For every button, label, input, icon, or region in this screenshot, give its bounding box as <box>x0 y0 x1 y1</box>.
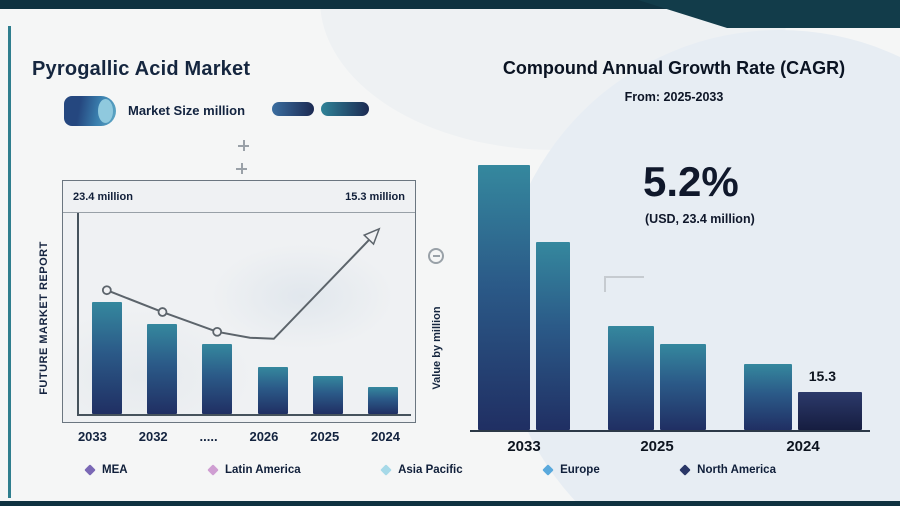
left-x-label: 2024 <box>371 429 400 444</box>
trend-line-overlay <box>101 227 381 340</box>
top-border-bar <box>0 0 900 9</box>
legend-item-europe: Europe <box>542 464 600 476</box>
plus-icon <box>238 140 249 151</box>
decor-pill-navy <box>272 102 314 116</box>
right-x-label: 2033 <box>507 438 541 455</box>
legend-item-asia-pacific: Asia Pacific <box>380 464 463 476</box>
legend-diamond-icon <box>207 464 219 476</box>
market-size-bar-2026 <box>257 367 288 414</box>
decor-pill-teal <box>321 102 369 116</box>
legend-diamond-icon <box>679 464 691 476</box>
left-border-rule <box>8 26 11 498</box>
circle-dash-icon <box>428 248 444 264</box>
cagr-bar-2024-1 <box>744 364 792 430</box>
market-size-legend-label: Market Size million <box>128 103 246 118</box>
cagr-bar-2033-2 <box>536 242 570 430</box>
market-size-cylinder-icon <box>64 96 116 126</box>
cagr-note: (USD, 23.4 million) <box>645 212 755 226</box>
cagr-percentage: 5.2% <box>643 158 739 205</box>
cagr-plot-area: 15.3 <box>470 156 870 432</box>
y-axis-label: Value by million <box>431 306 443 390</box>
annotation-15-3-million: 15.3 million <box>345 190 405 203</box>
legend-label: Latin America <box>225 464 301 476</box>
region-legend: MEA Latin America Asia Pacific Europe North … <box>84 464 776 476</box>
legend-diamond-icon <box>380 464 392 476</box>
cagr-bar-group-2024: 15.3 <box>744 364 862 430</box>
left-x-axis: 2033 2032..... 2026 2025 2024 <box>62 429 416 444</box>
cagr-title: Compound Annual Growth Rate (CAGR) <box>502 58 846 78</box>
market-size-bars <box>79 302 411 414</box>
right-x-axis: 2033 2025 2024 <box>470 438 870 455</box>
future-market-report-label: FUTURE MARKET REPORT <box>38 241 50 395</box>
legend-diamond-icon <box>84 464 96 476</box>
left-x-label: 2032 <box>138 429 168 444</box>
trend-marker <box>212 326 223 337</box>
trend-line <box>106 239 370 340</box>
market-size-chart-panel: 23.4 million 15.3 million <box>62 180 416 423</box>
market-size-bar-2032 <box>146 324 177 414</box>
left-x-label: 2026 <box>249 429 279 444</box>
left-chart-title: Pyrogallic Acid Market <box>32 58 251 80</box>
legend-label: Asia Pacific <box>398 464 463 476</box>
left-x-label: 2025 <box>310 429 340 444</box>
market-size-bar-..... <box>202 344 233 414</box>
bottom-border-bar <box>0 501 900 506</box>
cagr-bar-group-2033 <box>478 165 570 430</box>
cagr-bar-2025-1 <box>608 326 654 430</box>
legend-item-latin-america: Latin America <box>207 464 301 476</box>
legend-diamond-icon <box>542 464 554 476</box>
trend-marker <box>101 285 112 296</box>
trend-marker <box>157 307 168 317</box>
annotation-23-4-million: 23.4 million <box>73 190 133 203</box>
corner-bracket-shape <box>604 276 644 292</box>
chart-annotation-row: 23.4 million 15.3 million <box>63 181 415 213</box>
legend-item-north-america: North America <box>679 464 776 476</box>
trend-arrowhead-icon <box>362 227 381 246</box>
left-x-label: ..... <box>199 429 218 444</box>
legend-item-mea: MEA <box>84 464 128 476</box>
market-size-bar-2024 <box>368 387 399 414</box>
cagr-bar-2033-1 <box>478 165 530 430</box>
left-x-label: 2033 <box>77 429 107 444</box>
right-x-label: 2025 <box>640 438 674 455</box>
right-x-label: 2024 <box>786 438 820 455</box>
legend-label: MEA <box>102 464 128 476</box>
plus-icon <box>236 163 247 174</box>
cagr-bar-group-2025 <box>608 326 706 430</box>
legend-label: Europe <box>560 464 600 476</box>
market-size-bar-2033 <box>91 302 122 414</box>
cagr-bar-2024-2 <box>798 392 862 430</box>
bar-value-annotation: 15.3 <box>808 368 836 384</box>
cagr-bar-2025-2 <box>660 344 706 430</box>
cagr-subtitle: From: 2025-2033 <box>624 90 724 104</box>
legend-label: North America <box>697 464 776 476</box>
market-size-plot-area <box>77 213 411 416</box>
market-size-bar-2025 <box>312 376 343 414</box>
